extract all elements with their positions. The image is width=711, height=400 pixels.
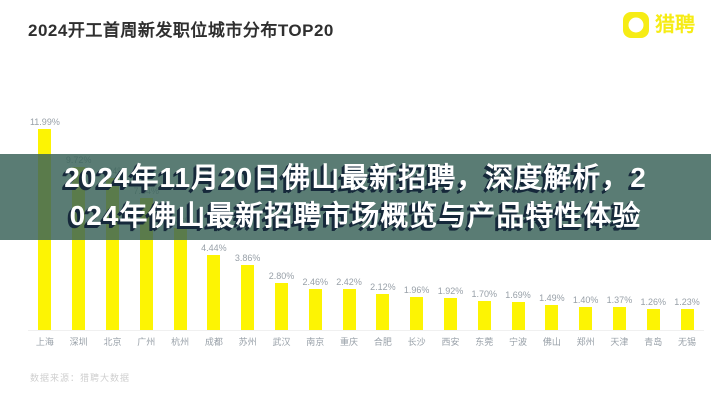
bar-group: 2.12% 合肥 bbox=[366, 100, 400, 347]
bar bbox=[376, 294, 390, 330]
x-axis-label: 青岛 bbox=[644, 337, 663, 347]
bar bbox=[308, 288, 322, 330]
bar-value-label: 1.40% bbox=[572, 294, 599, 305]
bar-value-label: 1.37% bbox=[606, 295, 633, 305]
bar bbox=[477, 301, 491, 330]
x-axis-label: 郑州 bbox=[576, 337, 595, 347]
bar-group: 2.42% 重庆 bbox=[332, 100, 366, 347]
bar-group: 1.96% 长沙 bbox=[400, 100, 434, 347]
x-axis-label: 重庆 bbox=[340, 337, 359, 347]
bar-value-label: 1.23% bbox=[674, 297, 700, 308]
bar-group: 1.70% 东莞 bbox=[467, 100, 501, 347]
liepin-logo-icon bbox=[623, 12, 649, 38]
bar-value-label: 1.70% bbox=[471, 289, 498, 300]
bar-value-label: 1.92% bbox=[437, 285, 464, 296]
x-axis-label: 东莞 bbox=[475, 337, 494, 347]
bar-value-label: 1.96% bbox=[403, 285, 430, 296]
bar-group: 1.26% 青岛 bbox=[636, 100, 670, 347]
bar bbox=[511, 301, 525, 330]
liepin-logo-text: 猎聘 bbox=[655, 14, 695, 36]
bar-group: 1.40% 郑州 bbox=[569, 100, 603, 348]
data-source: 数据来源：猎聘大数据 bbox=[30, 373, 131, 383]
bar-group: 1.37% 天津 bbox=[603, 100, 637, 347]
page-title: 2024开工首周新发职位城市分布TOP20 bbox=[28, 21, 334, 40]
bar bbox=[274, 283, 288, 330]
bar-value-label: 1.69% bbox=[505, 289, 531, 300]
bar-value-label: 2.42% bbox=[336, 277, 362, 288]
x-axis-label: 苏州 bbox=[238, 337, 257, 347]
logo-circle bbox=[628, 17, 644, 33]
headline-line-1: 2024年11月20日佛山最新招聘，深度解析，2 bbox=[64, 162, 647, 193]
bar-value-label: 11.99% bbox=[29, 116, 60, 127]
bar-value-label: 2.46% bbox=[302, 276, 329, 287]
x-axis-label: 杭州 bbox=[171, 337, 190, 347]
x-axis-label: 宁波 bbox=[509, 337, 528, 347]
x-axis-label: 深圳 bbox=[69, 337, 88, 347]
bar-group: 3.86% 苏州 bbox=[231, 100, 265, 347]
x-axis-label: 合肥 bbox=[373, 337, 392, 347]
x-axis-label: 无锡 bbox=[678, 337, 697, 347]
bar-value-label: 2.12% bbox=[370, 282, 396, 293]
bar-value-label: 2.80% bbox=[268, 271, 295, 281]
bar-group: 1.69% 宁波 bbox=[501, 100, 535, 347]
bar-group: 2.46% 南京 bbox=[298, 100, 332, 347]
x-axis-label: 上海 bbox=[35, 337, 54, 347]
liepin-logo: 猎聘 bbox=[623, 12, 695, 38]
bar-group: 1.92% 西安 bbox=[434, 100, 468, 347]
bar-value-label: 4.44% bbox=[201, 243, 227, 254]
bar-value-label: 3.86% bbox=[234, 253, 261, 264]
x-axis-label: 佛山 bbox=[542, 337, 561, 347]
x-axis-label: 北京 bbox=[103, 337, 122, 347]
bar bbox=[410, 297, 424, 330]
bar bbox=[173, 228, 187, 330]
bar bbox=[342, 289, 356, 330]
x-axis-label: 天津 bbox=[610, 337, 629, 347]
bar bbox=[579, 306, 593, 330]
headline-line-2: 024年佛山最新招聘市场概览与产品特性体验 bbox=[69, 200, 642, 231]
bar bbox=[207, 255, 221, 330]
bar bbox=[646, 308, 660, 330]
bar-value-label: 1.49% bbox=[539, 293, 565, 303]
x-axis-label: 广州 bbox=[137, 337, 156, 347]
x-axis-label: 成都 bbox=[204, 337, 223, 347]
bar bbox=[443, 297, 457, 330]
bar bbox=[612, 307, 626, 330]
x-axis-label: 西安 bbox=[441, 337, 460, 347]
bar-group: 4.44% 成都 bbox=[197, 100, 231, 347]
bar-group: 1.23% 无锡 bbox=[670, 100, 704, 347]
x-axis-label: 长沙 bbox=[407, 337, 426, 347]
bar-group: 2.80% 武汉 bbox=[265, 100, 299, 347]
x-axis-label: 南京 bbox=[306, 337, 325, 347]
headline-overlay: 2024年11月20日佛山最新招聘，深度解析，2 024年佛山最新招聘市场概览与… bbox=[0, 154, 711, 240]
bar bbox=[680, 309, 694, 330]
bar-group: 1.49% 佛山 bbox=[535, 100, 569, 347]
x-axis-label: 武汉 bbox=[272, 337, 291, 347]
bar bbox=[545, 305, 559, 330]
bar bbox=[241, 265, 255, 330]
bar-value-label: 1.26% bbox=[640, 296, 666, 307]
